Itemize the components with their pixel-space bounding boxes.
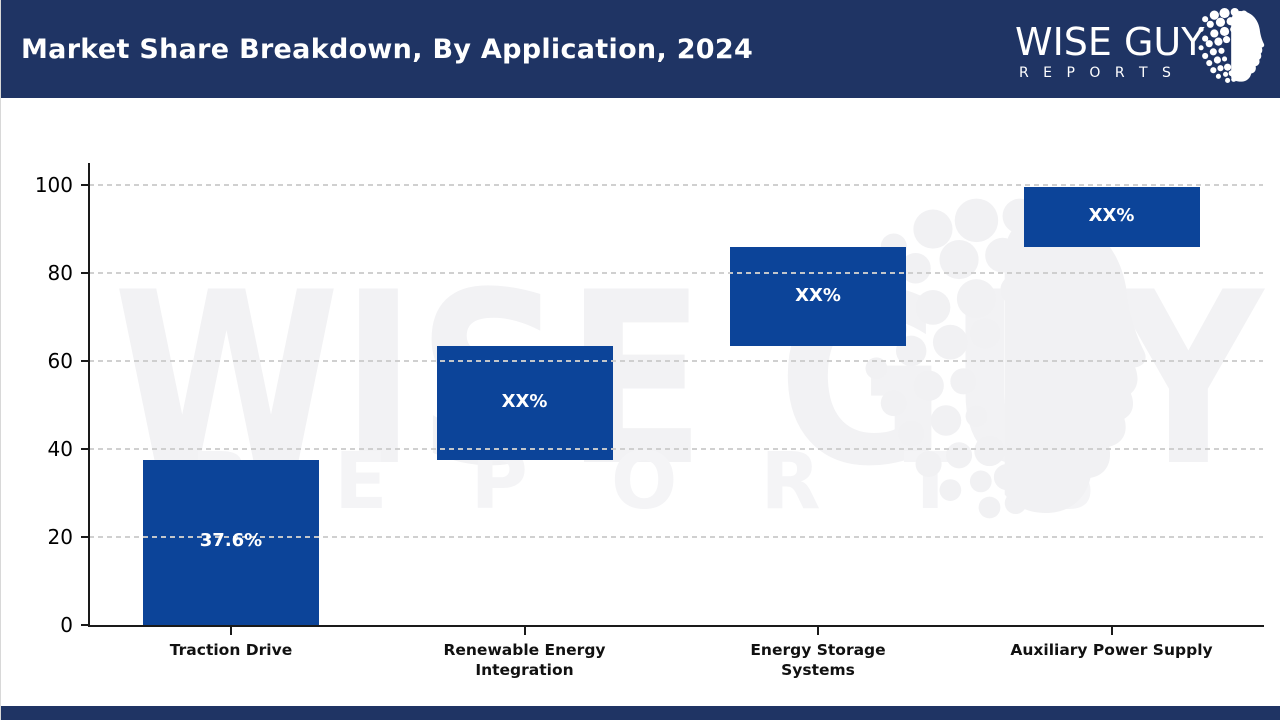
y-tick-label-100: 100 bbox=[34, 173, 73, 197]
y-tick-20 bbox=[81, 536, 89, 538]
logo-wiseguy-text: WISE GUY bbox=[1015, 20, 1205, 64]
y-tick-100 bbox=[81, 184, 89, 186]
bar-value-label: 37.6% bbox=[199, 530, 263, 552]
y-tick-40 bbox=[81, 448, 89, 450]
y-tick-label-80: 80 bbox=[47, 261, 73, 285]
header-bar: Market Share Breakdown, By Application, … bbox=[1, 0, 1280, 98]
bar-2 bbox=[436, 345, 613, 460]
y-tick-label-0: 0 bbox=[60, 613, 73, 637]
x-tick bbox=[1110, 627, 1113, 635]
gridline-80 bbox=[89, 272, 1263, 274]
bar-1 bbox=[143, 459, 319, 625]
gridline-40 bbox=[89, 448, 1263, 450]
y-tick-label-60: 60 bbox=[47, 349, 73, 373]
x-tick bbox=[817, 627, 819, 635]
y-axis bbox=[88, 163, 90, 626]
gridline-100 bbox=[89, 184, 1263, 186]
y-tick-0 bbox=[81, 624, 89, 626]
x-category-label: Auxiliary Power Supply bbox=[1010, 641, 1213, 659]
y-tick-label-40: 40 bbox=[47, 437, 73, 461]
gridline-60 bbox=[89, 360, 1263, 362]
bar-value-label: XX% bbox=[501, 390, 548, 412]
x-category-label: Energy Storage Systems bbox=[750, 641, 886, 680]
x-category-label: Renewable Energy Integration bbox=[443, 641, 606, 680]
logo-reports-text: R E P O R T S bbox=[1019, 65, 1176, 81]
bar-value-label: XX% bbox=[1088, 205, 1135, 227]
wiseguy-logo: WISE GUY R E P O R T S bbox=[1015, 7, 1280, 91]
x-category-label: Traction Drive bbox=[169, 641, 293, 659]
x-axis bbox=[88, 625, 1264, 627]
y-tick-80 bbox=[81, 272, 89, 274]
footer-bar bbox=[1, 706, 1280, 720]
bar-value-label: XX% bbox=[795, 284, 841, 306]
wiseguy-head-icon bbox=[1198, 7, 1265, 83]
x-tick bbox=[230, 627, 232, 635]
y-tick-60 bbox=[81, 360, 89, 362]
chart-title: Market Share Breakdown, By Application, … bbox=[21, 33, 754, 65]
x-tick bbox=[523, 627, 526, 635]
y-tick-label-20: 20 bbox=[47, 525, 73, 549]
gridline-20 bbox=[89, 536, 1263, 538]
watermark-reports-text: R E P O R T S bbox=[191, 437, 1124, 527]
